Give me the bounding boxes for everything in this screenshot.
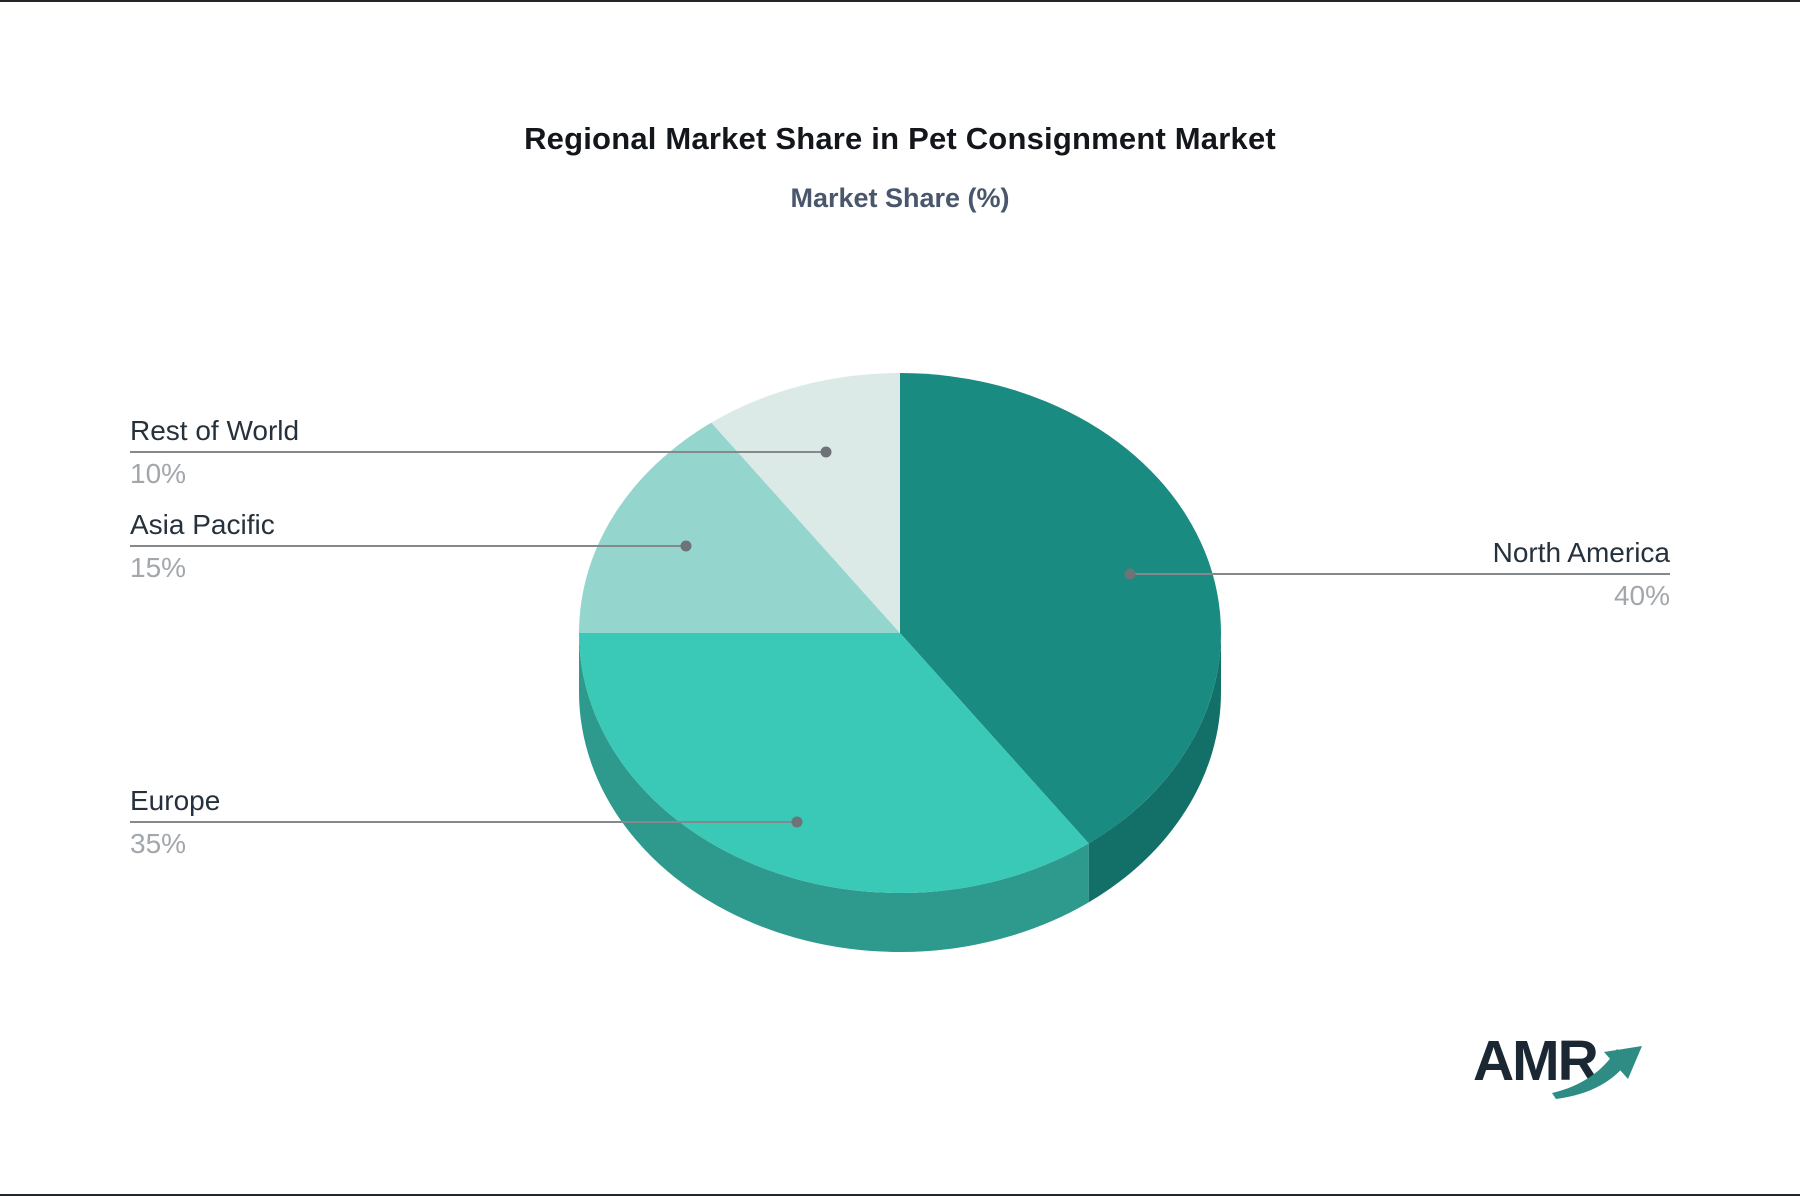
leader-dot-europe — [791, 816, 803, 828]
amr-logo-text: AMR — [1473, 1029, 1599, 1093]
pie-slice-rest-of-world[interactable] — [711, 373, 900, 633]
callout-value-rest-of-world: 10% — [130, 458, 187, 489]
callout-label-rest-of-world: Rest of World — [130, 415, 300, 446]
logo-arrowhead — [1604, 1046, 1642, 1079]
leader-dot-asia-pacific — [680, 540, 692, 552]
bottom-border — [0, 1194, 1800, 1196]
amr-logo-arrow-icon — [1552, 1046, 1642, 1099]
chart-subtitle: Market Share (%) — [790, 183, 1010, 213]
callout-label-north-america: North America — [1492, 537, 1670, 568]
chart-title: Regional Market Share in Pet Consignment… — [524, 121, 1276, 156]
pie-slice-side-europe — [579, 633, 1089, 953]
logo-swoosh — [1552, 1049, 1630, 1099]
callout-label-asia-pacific: Asia Pacific — [130, 509, 275, 540]
callout-label-europe: Europe — [130, 785, 221, 816]
pie-slice-north-america[interactable] — [900, 373, 1222, 844]
pie-slice-side-north-america — [1088, 633, 1221, 903]
pie-slice-asia-pacific[interactable] — [579, 422, 900, 633]
leader-dot-north-america — [1124, 568, 1136, 580]
callout-value-europe: 35% — [130, 828, 187, 859]
pie-slice-europe[interactable] — [579, 633, 1089, 893]
leader-dot-rest-of-world — [820, 446, 832, 458]
callout-value-north-america: 40% — [1613, 580, 1670, 611]
top-border — [0, 0, 1800, 2]
callout-value-asia-pacific: 15% — [130, 552, 187, 583]
amr-logo: AMR — [1473, 1033, 1673, 1123]
